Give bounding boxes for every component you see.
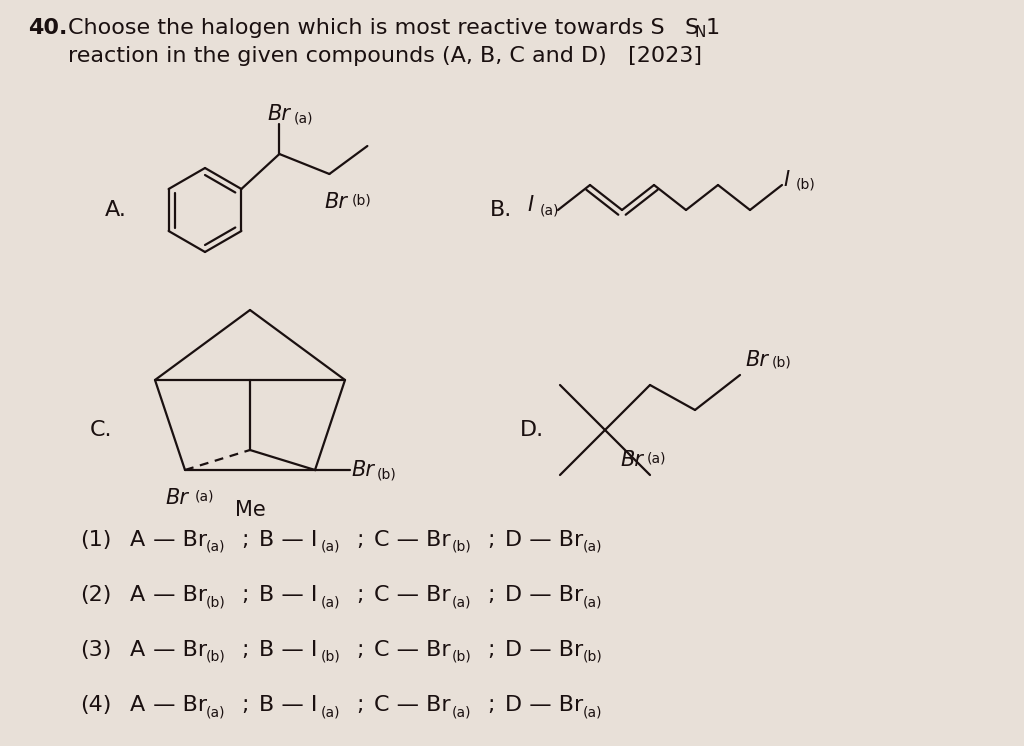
Text: C — Br: C — Br xyxy=(374,530,451,550)
Text: A: A xyxy=(130,640,145,660)
Text: (a): (a) xyxy=(452,705,471,719)
Text: (b): (b) xyxy=(351,194,371,208)
Text: (a): (a) xyxy=(321,705,341,719)
Text: (a): (a) xyxy=(321,595,341,609)
Text: ;: ; xyxy=(241,530,249,550)
Text: B — I: B — I xyxy=(259,695,317,715)
Text: I: I xyxy=(527,195,534,215)
Text: (a): (a) xyxy=(195,490,214,504)
Text: Br: Br xyxy=(620,450,643,470)
Text: (a): (a) xyxy=(452,595,471,609)
Text: (a): (a) xyxy=(206,540,225,554)
Text: Br: Br xyxy=(268,104,291,124)
Text: — Br: — Br xyxy=(146,695,207,715)
Text: ;: ; xyxy=(487,695,495,715)
Text: (a): (a) xyxy=(293,112,313,126)
Text: (b): (b) xyxy=(796,178,816,192)
Text: B — I: B — I xyxy=(259,530,317,550)
Text: — Br: — Br xyxy=(146,530,207,550)
Text: (a): (a) xyxy=(540,203,559,217)
Text: Me: Me xyxy=(234,500,265,520)
Text: (b): (b) xyxy=(452,650,472,664)
Text: (b): (b) xyxy=(206,595,225,609)
Text: 40.: 40. xyxy=(28,18,68,38)
Text: D — Br: D — Br xyxy=(505,585,584,605)
Text: S: S xyxy=(684,18,698,38)
Text: ;: ; xyxy=(487,640,495,660)
Text: (a): (a) xyxy=(647,452,667,466)
Text: (a): (a) xyxy=(583,705,602,719)
Text: C — Br: C — Br xyxy=(374,585,451,605)
Text: D — Br: D — Br xyxy=(505,640,584,660)
Text: — Br: — Br xyxy=(146,585,207,605)
Text: C — Br: C — Br xyxy=(374,640,451,660)
Text: ;: ; xyxy=(241,585,249,605)
Text: D.: D. xyxy=(520,420,544,440)
Text: — Br: — Br xyxy=(146,640,207,660)
Text: Br: Br xyxy=(745,350,768,370)
Text: Br: Br xyxy=(351,460,374,480)
Text: C — Br: C — Br xyxy=(374,695,451,715)
Text: Br: Br xyxy=(325,192,347,212)
Text: (b): (b) xyxy=(583,650,603,664)
Text: ;: ; xyxy=(487,585,495,605)
Text: (a): (a) xyxy=(206,705,225,719)
Text: (a): (a) xyxy=(321,540,341,554)
Text: 1: 1 xyxy=(706,18,720,38)
Text: Br: Br xyxy=(165,488,188,508)
Text: ;: ; xyxy=(356,585,364,605)
Text: A: A xyxy=(130,695,145,715)
Text: (2): (2) xyxy=(80,585,112,605)
Text: B.: B. xyxy=(490,200,512,220)
Text: (b): (b) xyxy=(772,356,792,370)
Text: Choose the halogen which is most reactive towards S: Choose the halogen which is most reactiv… xyxy=(68,18,665,38)
Text: A: A xyxy=(130,585,145,605)
Text: N: N xyxy=(695,25,707,40)
Text: ;: ; xyxy=(241,640,249,660)
Text: (a): (a) xyxy=(583,595,602,609)
Text: I: I xyxy=(783,170,790,190)
Text: ;: ; xyxy=(241,695,249,715)
Text: ;: ; xyxy=(356,530,364,550)
Text: ;: ; xyxy=(487,530,495,550)
Text: B — I: B — I xyxy=(259,640,317,660)
Text: (b): (b) xyxy=(206,650,225,664)
Text: D — Br: D — Br xyxy=(505,695,584,715)
Text: ;: ; xyxy=(356,640,364,660)
Text: (a): (a) xyxy=(583,540,602,554)
Text: (4): (4) xyxy=(80,695,112,715)
Text: (b): (b) xyxy=(377,467,396,481)
Text: C.: C. xyxy=(90,420,113,440)
Text: ;: ; xyxy=(356,695,364,715)
Text: A.: A. xyxy=(105,200,127,220)
Text: reaction in the given compounds (A, B, C and D)   [2023]: reaction in the given compounds (A, B, C… xyxy=(68,46,702,66)
Text: (b): (b) xyxy=(321,650,341,664)
Text: B — I: B — I xyxy=(259,585,317,605)
Text: (3): (3) xyxy=(80,640,112,660)
Text: (b): (b) xyxy=(452,540,472,554)
Text: D — Br: D — Br xyxy=(505,530,584,550)
Text: A: A xyxy=(130,530,145,550)
Text: (1): (1) xyxy=(80,530,112,550)
